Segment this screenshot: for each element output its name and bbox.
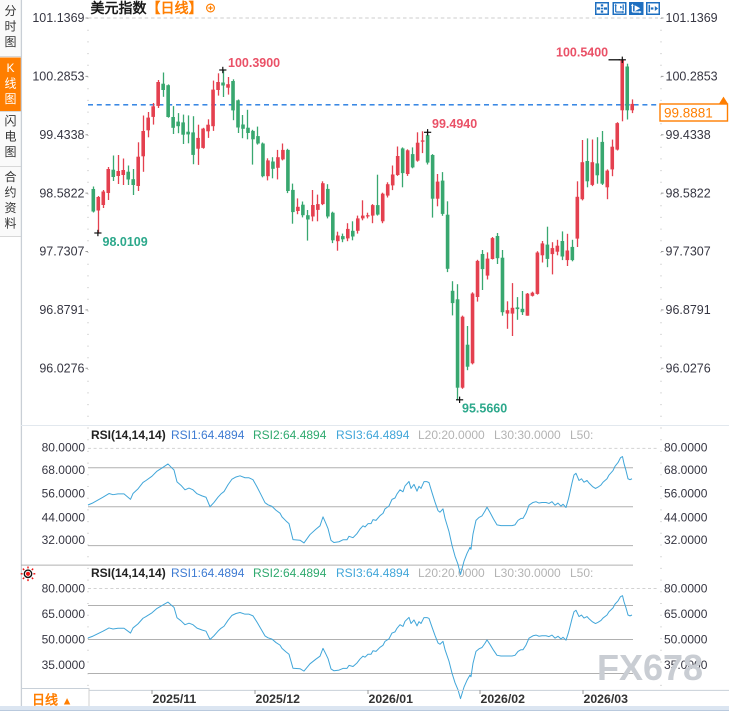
svg-text:96.8791: 96.8791	[666, 303, 711, 317]
svg-text:RSI(14,14,14): RSI(14,14,14)	[91, 566, 166, 580]
svg-text:2026/01: 2026/01	[369, 692, 414, 706]
svg-text:80.0000: 80.0000	[664, 441, 708, 455]
svg-text:L50:: L50:	[570, 566, 593, 580]
svg-text:80.0000: 80.0000	[664, 581, 708, 595]
svg-text:44.0000: 44.0000	[664, 510, 708, 524]
svg-text:图: 图	[4, 35, 16, 49]
svg-text:闪: 闪	[4, 114, 16, 128]
svg-text:RSI2:64.4894: RSI2:64.4894	[253, 566, 327, 580]
svg-text:80.0000: 80.0000	[42, 441, 86, 455]
svg-text:2025/11: 2025/11	[153, 692, 197, 706]
svg-text:98.5822: 98.5822	[666, 186, 711, 200]
svg-text:97.7307: 97.7307	[39, 245, 84, 259]
svg-text:RSI(14,14,14): RSI(14,14,14)	[91, 428, 166, 442]
svg-text:图: 图	[4, 92, 16, 106]
svg-text:35.0000: 35.0000	[664, 658, 708, 672]
svg-text:电: 电	[4, 130, 16, 144]
svg-text:2026/02: 2026/02	[481, 692, 526, 706]
svg-text:RSI2:64.4894: RSI2:64.4894	[253, 428, 327, 442]
svg-text:101.1369: 101.1369	[666, 11, 718, 25]
svg-text:L30:30.0000: L30:30.0000	[494, 566, 561, 580]
svg-text:96.0276: 96.0276	[666, 361, 711, 375]
svg-text:96.8791: 96.8791	[39, 303, 84, 317]
svg-text:线: 线	[4, 77, 16, 91]
svg-text:L20:20.0000: L20:20.0000	[418, 566, 485, 580]
svg-text:56.0000: 56.0000	[664, 486, 708, 500]
svg-text:L30:30.0000: L30:30.0000	[494, 428, 561, 442]
svg-text:80.0000: 80.0000	[42, 581, 86, 595]
svg-text:100.3900: 100.3900	[228, 56, 280, 70]
svg-text:50.0000: 50.0000	[664, 632, 708, 646]
svg-text:99.8881: 99.8881	[664, 106, 713, 121]
svg-text:RSI1:64.4894: RSI1:64.4894	[171, 428, 245, 442]
svg-text:44.0000: 44.0000	[42, 510, 86, 524]
svg-text:2025/12: 2025/12	[256, 692, 301, 706]
svg-text:合: 合	[4, 169, 16, 184]
svg-text:RSI3:64.4894: RSI3:64.4894	[336, 428, 410, 442]
svg-text:32.0000: 32.0000	[42, 533, 86, 547]
svg-text:32.0000: 32.0000	[664, 533, 708, 547]
svg-text:99.4940: 99.4940	[432, 117, 477, 131]
svg-text:K: K	[6, 61, 14, 75]
svg-text:68.0000: 68.0000	[42, 463, 86, 477]
svg-text:RSI1:64.4894: RSI1:64.4894	[171, 566, 245, 580]
svg-text:L20:20.0000: L20:20.0000	[418, 428, 485, 442]
svg-text:分: 分	[4, 4, 16, 18]
svg-text:35.0000: 35.0000	[42, 658, 86, 672]
svg-text:56.0000: 56.0000	[42, 486, 86, 500]
svg-text:98.0109: 98.0109	[103, 235, 148, 249]
svg-text:图: 图	[4, 145, 16, 159]
svg-text:时: 时	[4, 20, 16, 34]
svg-text:日线 ▲: 日线 ▲	[32, 693, 73, 708]
svg-text:99.4338: 99.4338	[666, 128, 711, 142]
svg-text:FX678: FX678	[597, 647, 703, 688]
svg-text:99.4338: 99.4338	[39, 128, 84, 142]
svg-text:65.0000: 65.0000	[42, 607, 86, 621]
svg-text:RSI3:64.4894: RSI3:64.4894	[336, 566, 410, 580]
svg-text:101.1369: 101.1369	[32, 11, 84, 25]
svg-text:97.7307: 97.7307	[666, 245, 711, 259]
svg-text:100.5400: 100.5400	[556, 46, 608, 60]
svg-text:65.0000: 65.0000	[664, 607, 708, 621]
svg-text:100.2853: 100.2853	[32, 70, 84, 84]
svg-text:约: 约	[4, 185, 16, 200]
svg-text:95.5660: 95.5660	[462, 402, 507, 416]
svg-text:2026/03: 2026/03	[584, 692, 629, 706]
svg-text:98.5822: 98.5822	[39, 186, 84, 200]
svg-text:料: 料	[4, 217, 16, 231]
svg-text:资: 资	[4, 201, 16, 215]
svg-text:50.0000: 50.0000	[42, 632, 86, 646]
svg-text:68.0000: 68.0000	[664, 463, 708, 477]
svg-text:L50:: L50:	[570, 428, 593, 442]
svg-text:美元指数【日线】: 美元指数【日线】	[91, 0, 203, 16]
svg-text:96.0276: 96.0276	[39, 361, 84, 375]
svg-text:100.2853: 100.2853	[666, 70, 718, 84]
